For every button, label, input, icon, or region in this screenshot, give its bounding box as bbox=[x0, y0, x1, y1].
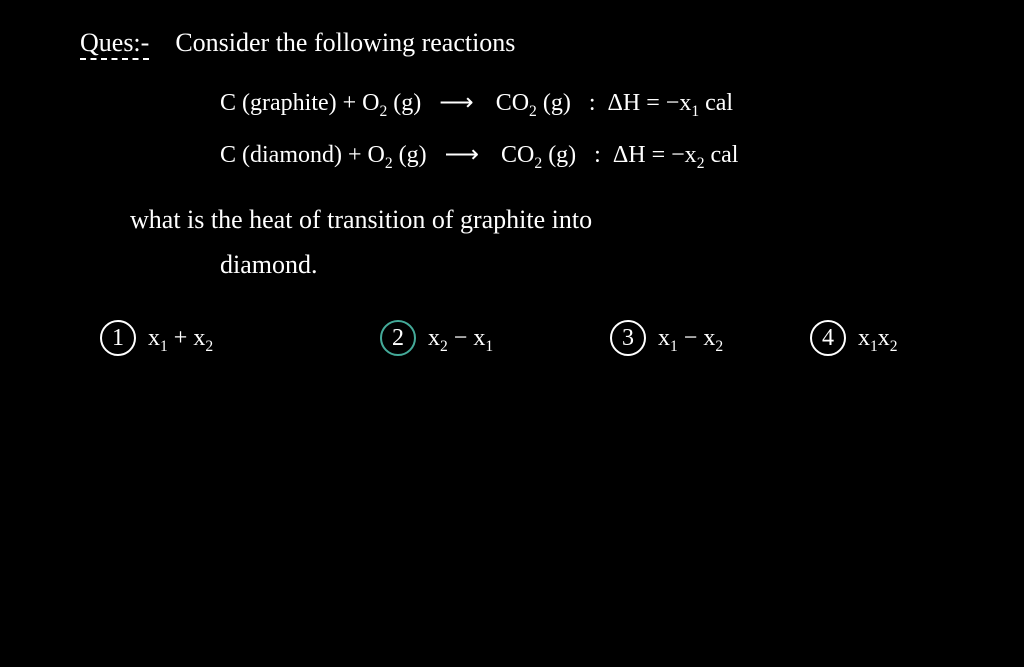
r2-subx: 2 bbox=[697, 155, 705, 172]
o3-suba: 1 bbox=[670, 338, 678, 355]
r2-g1: (g) bbox=[399, 142, 427, 168]
option-3-number: 3 bbox=[610, 320, 646, 356]
o1-subb: 2 bbox=[205, 338, 213, 355]
r1-g1: (g) bbox=[393, 90, 421, 116]
o3-xa: x bbox=[658, 325, 670, 351]
o1-plus: + x bbox=[168, 325, 206, 351]
r2-colon: : bbox=[594, 142, 601, 168]
reaction-1: C (graphite) + O2 (g) ⟶ CO2 (g) : ΔH = −… bbox=[220, 88, 733, 121]
o3-subb: 2 bbox=[715, 338, 723, 355]
title-text: Consider the following reactions bbox=[175, 28, 515, 57]
r2-right: CO bbox=[501, 142, 534, 168]
o2-subb: 1 bbox=[485, 338, 493, 355]
r1-left: C (graphite) + O bbox=[220, 90, 380, 116]
o1-xa: x bbox=[148, 325, 160, 351]
r1-colon: : bbox=[589, 90, 596, 116]
r2-left: C (diamond) + O bbox=[220, 142, 385, 168]
q-line2-text: diamond. bbox=[220, 250, 318, 279]
ques-prefix: Ques:- bbox=[80, 28, 149, 60]
option-1-number: 1 bbox=[100, 320, 136, 356]
r1-sub1: 2 bbox=[380, 103, 388, 120]
option-4: 4 x1x2 bbox=[810, 320, 898, 356]
option-3: 3 x1 − x2 bbox=[610, 320, 723, 356]
o1-suba: 1 bbox=[160, 338, 168, 355]
r2-sub1: 2 bbox=[385, 155, 393, 172]
r1-dh: ΔH = −x bbox=[607, 90, 691, 116]
r2-dh: ΔH = −x bbox=[613, 142, 697, 168]
r2-cal: cal bbox=[710, 142, 738, 168]
r1-g2: (g) bbox=[543, 90, 571, 116]
o3-minus: − x bbox=[678, 325, 716, 351]
o2-xa: x bbox=[428, 325, 440, 351]
r1-arrow: ⟶ bbox=[439, 88, 471, 117]
r2-arrow: ⟶ bbox=[445, 140, 477, 169]
option-2: 2 x2 − x1 bbox=[380, 320, 493, 356]
q-line1-text: what is the heat of transition of graphi… bbox=[130, 205, 592, 234]
o2-suba: 2 bbox=[440, 338, 448, 355]
r1-sub2: 2 bbox=[529, 103, 537, 120]
question-title: Ques:- Consider the following reactions bbox=[80, 28, 515, 58]
r1-subx: 1 bbox=[691, 103, 699, 120]
o4-subb: 2 bbox=[890, 338, 898, 355]
question-line-2: diamond. bbox=[220, 250, 318, 280]
o4-xb: x bbox=[878, 325, 890, 351]
option-4-number: 4 bbox=[810, 320, 846, 356]
option-1: 1 x1 + x2 bbox=[100, 320, 213, 356]
question-line-1: what is the heat of transition of graphi… bbox=[130, 205, 592, 235]
r1-cal: cal bbox=[705, 90, 733, 116]
r2-g2: (g) bbox=[548, 142, 576, 168]
option-2-number: 2 bbox=[380, 320, 416, 356]
o2-minus: − x bbox=[448, 325, 486, 351]
r1-right: CO bbox=[496, 90, 529, 116]
r2-sub2: 2 bbox=[534, 155, 542, 172]
reaction-2: C (diamond) + O2 (g) ⟶ CO2 (g) : ΔH = −x… bbox=[220, 140, 738, 173]
o4-xa: x bbox=[858, 325, 870, 351]
o4-suba: 1 bbox=[870, 338, 878, 355]
